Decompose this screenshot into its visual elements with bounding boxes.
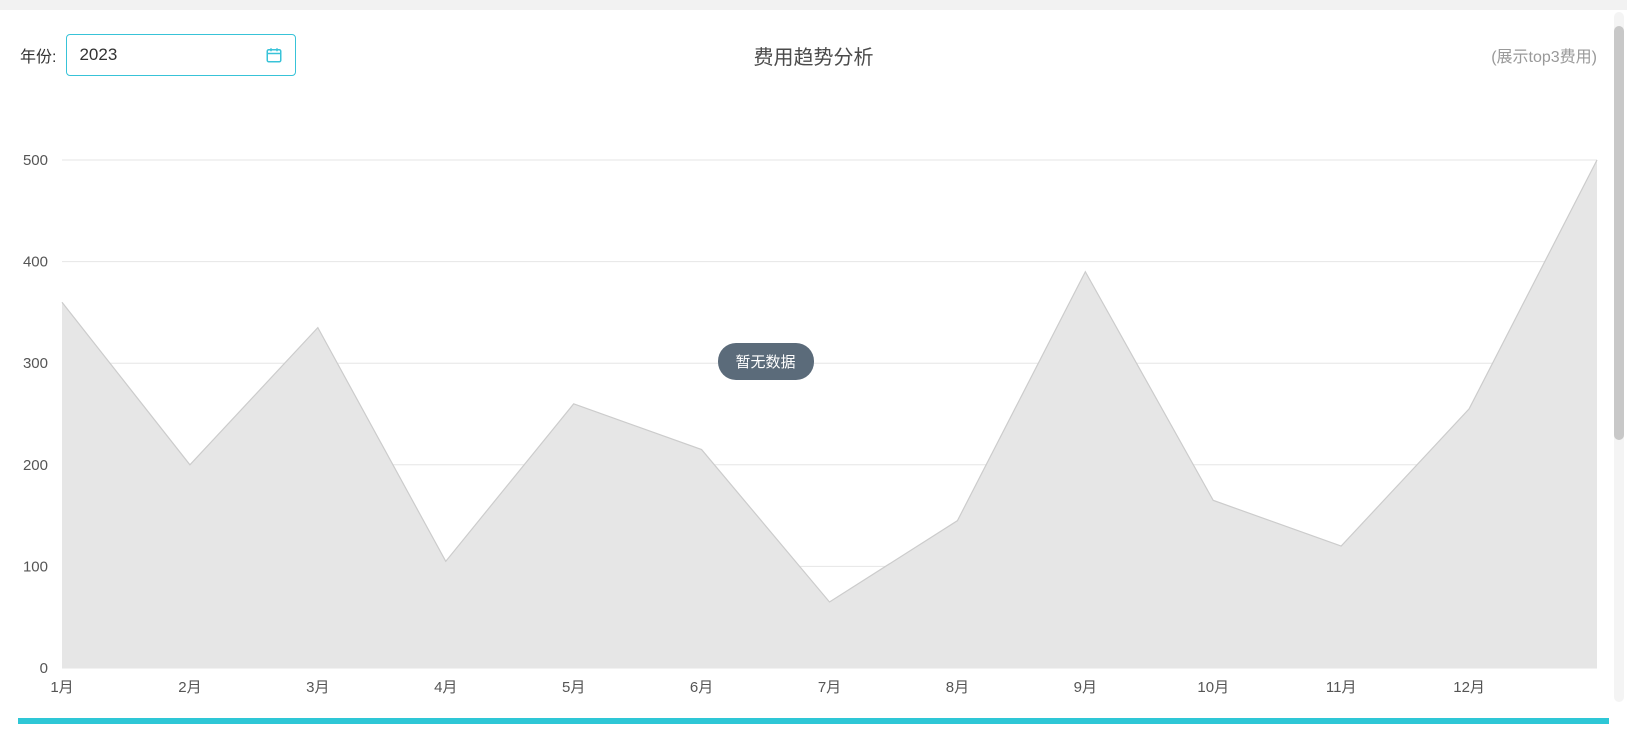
calendar-icon [265, 46, 283, 64]
svg-text:11月: 11月 [1326, 679, 1357, 696]
chart-title: 费用趋势分析 [754, 41, 874, 70]
svg-text:5月: 5月 [562, 679, 585, 696]
svg-text:100: 100 [23, 558, 48, 575]
svg-text:3月: 3月 [306, 679, 329, 696]
svg-text:4月: 4月 [434, 679, 457, 696]
year-label: 年份: [20, 43, 56, 67]
chart-container: 0 100 200 300 400 500 1月 2月 3月 4月 5月 6月 7月 8月 9月 10月 11月… [0, 100, 1607, 708]
scrollbar-track[interactable] [1614, 12, 1624, 702]
year-picker-value: 2023 [79, 45, 117, 65]
svg-text:300: 300 [23, 355, 48, 372]
svg-text:6月: 6月 [690, 679, 713, 696]
year-picker[interactable]: 2023 [66, 34, 296, 76]
header-row: 年份: 2023 费用趋势分析 (展示top3费用) [0, 10, 1627, 80]
svg-text:0: 0 [40, 660, 48, 677]
svg-text:8月: 8月 [946, 679, 969, 696]
scrollbar-thumb[interactable] [1614, 26, 1624, 440]
top-separator-bar [0, 0, 1627, 10]
svg-text:10月: 10月 [1197, 679, 1229, 696]
svg-text:12月: 12月 [1453, 679, 1485, 696]
svg-text:9月: 9月 [1074, 679, 1097, 696]
svg-text:1月: 1月 [50, 679, 73, 696]
area-chart: 0 100 200 300 400 500 1月 2月 3月 4月 5月 6月 7月 8月 9月 10月 11月… [0, 100, 1607, 708]
svg-text:500: 500 [23, 152, 48, 169]
svg-text:400: 400 [23, 254, 48, 271]
chart-subtitle: (展示top3费用) [1491, 43, 1597, 67]
bottom-accent-bar [18, 718, 1609, 724]
svg-text:2月: 2月 [178, 679, 201, 696]
svg-text:200: 200 [23, 457, 48, 474]
svg-text:7月: 7月 [818, 679, 841, 696]
